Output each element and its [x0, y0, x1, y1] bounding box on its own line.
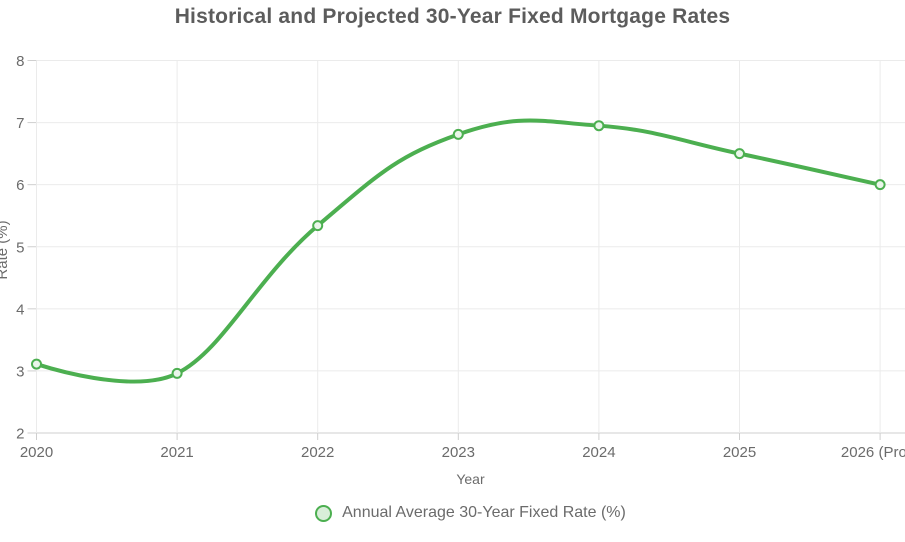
data-point-2023 — [452, 128, 464, 140]
data-point-2020 — [31, 358, 42, 370]
data-point-2022 — [312, 220, 324, 232]
x-tick-label-4: 2024 — [582, 444, 615, 461]
y-axis-title: Rate (%) — [0, 220, 11, 280]
x-tick-label-6: 2026 (Proj.) — [841, 444, 905, 461]
x-tick-label-5: 2025 — [723, 444, 756, 461]
y-tick-label-7: 7 — [16, 115, 24, 132]
y-tick-label-6: 6 — [16, 177, 24, 194]
x-tick-label-1: 2021 — [160, 444, 193, 461]
data-point-2024 — [593, 120, 605, 132]
legend-circle-icon — [315, 504, 333, 522]
y-tick-label-4: 4 — [16, 301, 24, 318]
y-tick-label-2: 2 — [16, 426, 24, 443]
legend: Annual Average 30-Year Fixed Rate (%) — [36, 504, 905, 522]
y-tick-label-5: 5 — [16, 239, 24, 256]
x-tick-label-0: 2020 — [20, 444, 53, 461]
data-point-2026 — [874, 179, 886, 191]
x-tick-label-3: 2023 — [442, 444, 475, 461]
data-point-2021 — [171, 367, 183, 379]
plot-area: 2 3 4 5 6 7 8 2020 2021 2022 2023 2024 2025 2026 (Pro… — [16, 53, 905, 461]
legend-label: Annual Average 30-Year Fixed Rate (%) — [342, 504, 626, 521]
chart-title: Historical and Projected 30-Year Fixed M… — [174, 5, 731, 28]
y-tick-label-8: 8 — [16, 53, 24, 70]
legend-item-annual-rate[interactable]: Annual Average 30-Year Fixed Rate (%) — [315, 504, 626, 522]
x-axis-title: Year — [456, 471, 485, 487]
data-point-2025 — [734, 148, 745, 160]
x-tick-label-2: 2022 — [301, 444, 334, 461]
y-tick-label-3: 3 — [16, 363, 24, 380]
